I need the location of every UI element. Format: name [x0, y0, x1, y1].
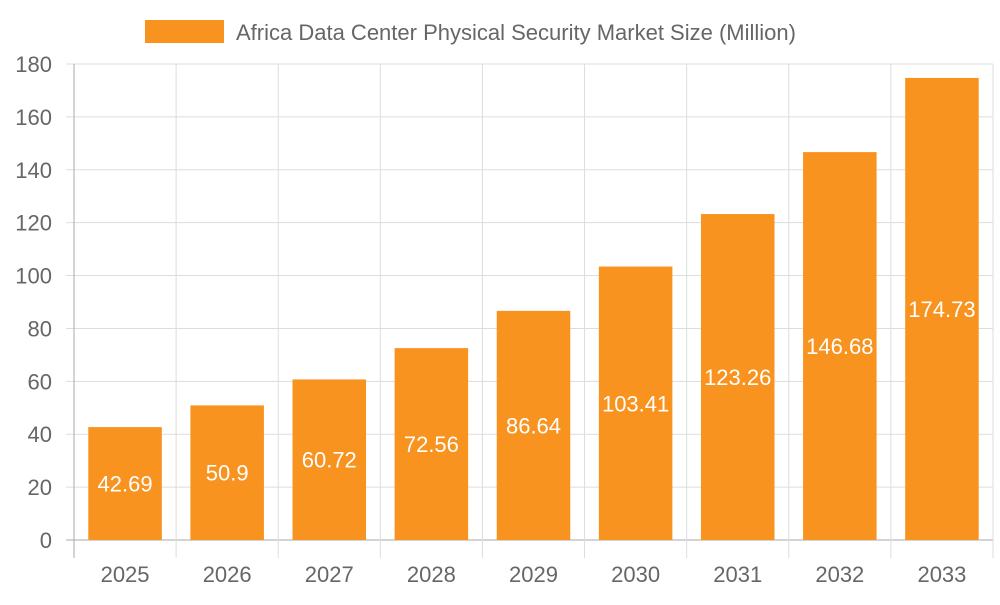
- y-tick-label: 80: [28, 316, 52, 341]
- y-tick-label: 100: [15, 264, 52, 289]
- data-label: 50.9: [206, 461, 249, 486]
- y-tick-label: 60: [28, 369, 52, 394]
- x-tick-label: 2026: [203, 562, 252, 587]
- bar-2025[interactable]: [88, 427, 162, 540]
- bar-2030[interactable]: [598, 266, 673, 540]
- x-tick-label: 2030: [611, 562, 660, 587]
- bar-2028[interactable]: [394, 348, 469, 540]
- legend[interactable]: Africa Data Center Physical Security Mar…: [145, 20, 796, 45]
- x-axis-ticks: 2025 2026 2027 2028 2029 2030 2031 2032 2033: [101, 562, 967, 587]
- bar-2032[interactable]: [803, 152, 877, 540]
- x-tick-label: 2029: [509, 562, 558, 587]
- data-label: 174.73: [908, 297, 975, 322]
- y-tick-label: 180: [15, 52, 52, 77]
- data-label: 86.64: [506, 413, 561, 438]
- y-tick-label: 160: [15, 105, 52, 130]
- data-label: 123.26: [704, 365, 771, 390]
- y-tick-label: 20: [28, 475, 52, 500]
- bars: [88, 77, 979, 541]
- x-tick-label: 2025: [101, 562, 150, 587]
- y-axis-ticks: 0 20 40 60 80 100 120 140 160 180: [15, 52, 52, 553]
- data-label: 146.68: [806, 334, 873, 359]
- y-tick-label: 120: [15, 211, 52, 236]
- data-label: 103.41: [602, 391, 669, 416]
- y-tick-label: 140: [15, 158, 52, 183]
- bar-2026[interactable]: [190, 405, 264, 540]
- legend-swatch: [145, 20, 224, 43]
- x-tick-label: 2028: [407, 562, 456, 587]
- legend-label: Africa Data Center Physical Security Mar…: [236, 20, 796, 45]
- x-tick-label: 2031: [713, 562, 762, 587]
- data-label: 60.72: [302, 448, 357, 473]
- x-tick-label: 2027: [305, 562, 354, 587]
- x-tick-label: 2032: [815, 562, 864, 587]
- bar-2031[interactable]: [700, 214, 775, 540]
- y-tick-label: 0: [40, 528, 52, 553]
- bar-2027[interactable]: [292, 379, 367, 540]
- data-label: 72.56: [404, 432, 459, 457]
- x-tick-label: 2033: [917, 562, 966, 587]
- data-label: 42.69: [98, 472, 153, 497]
- y-tick-label: 40: [28, 422, 52, 447]
- bar-2033[interactable]: [905, 77, 979, 541]
- bar-2029[interactable]: [496, 310, 571, 540]
- data-labels: 42.69 50.9 60.72 72.56 86.64 103.41 123.26 146.…: [98, 297, 976, 497]
